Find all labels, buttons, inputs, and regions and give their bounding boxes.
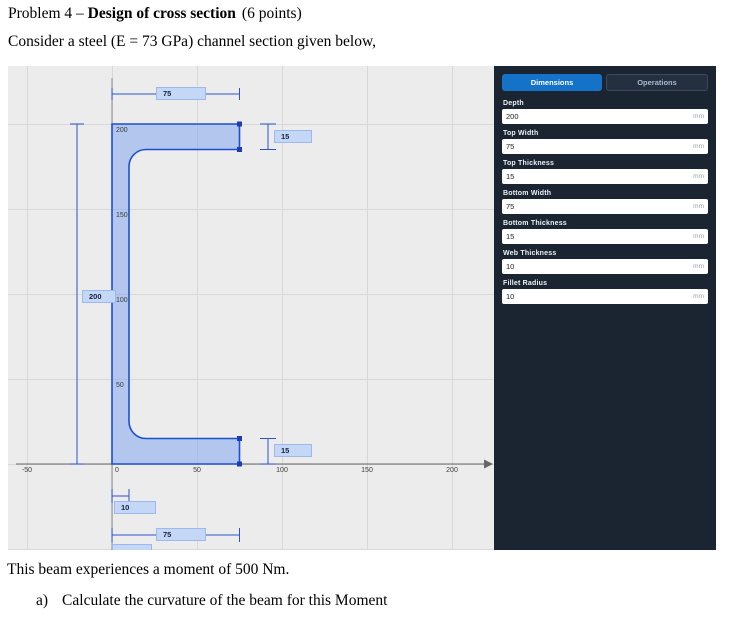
depth-dimension-label[interactable]: 200 xyxy=(82,290,116,303)
top-thickness-input[interactable] xyxy=(502,169,708,184)
depth-field: Depth mm xyxy=(502,100,708,124)
dimension-lines xyxy=(70,88,276,542)
title-points: (6 points) xyxy=(241,5,302,22)
channel-section-shape[interactable] xyxy=(111,123,241,465)
question-a: a) Calculate the curvature of the beam fo… xyxy=(36,592,387,610)
question-a-text: Calculate the curvature of the beam for … xyxy=(62,592,388,609)
title-prefix: Problem 4 – xyxy=(8,5,88,22)
question-a-marker: a) xyxy=(36,592,49,609)
x-axis-tick-label: 150 xyxy=(361,467,373,474)
y-axis-tick-label: 50 xyxy=(116,382,124,389)
top-thickness-field: Top Thickness mm xyxy=(502,160,708,184)
bottom-width-label: Bottom Width xyxy=(503,190,552,197)
cad-drawing xyxy=(16,78,493,550)
panel-tabs: Dimensions Operations xyxy=(502,74,708,91)
x-axis-tick-label: -50 xyxy=(21,467,33,474)
bottom-thickness-label: Bottom Thickness xyxy=(503,220,567,227)
tab-operations[interactable]: Operations xyxy=(606,74,708,91)
tab-dimensions[interactable]: Dimensions xyxy=(502,74,602,91)
depth-input[interactable] xyxy=(502,109,708,124)
fillet-radius-input[interactable] xyxy=(502,289,708,304)
top-width-field: Top Width mm xyxy=(502,130,708,154)
top-width-dimension-label[interactable]: 75 xyxy=(156,87,206,100)
web-thickness-input[interactable] xyxy=(502,259,708,274)
properties-panel: Dimensions Operations Depth mm Top Width… xyxy=(494,66,716,550)
vertex-handle[interactable] xyxy=(237,147,242,152)
y-axis-tick-label: 100 xyxy=(116,297,128,304)
y-axis-tick-label: 150 xyxy=(116,212,128,219)
x-axis-tick-label: 50 xyxy=(193,467,201,474)
bottom-width-input[interactable] xyxy=(502,199,708,214)
vertex-handle[interactable] xyxy=(237,436,242,441)
vertex-handle[interactable] xyxy=(237,121,242,127)
x-axis-arrow-icon xyxy=(484,459,493,469)
fillet-radius-field: Fillet Radius mm xyxy=(502,280,708,304)
bottom-width-field: Bottom Width mm xyxy=(502,190,708,214)
intro-text: Consider a steel (E = 73 GPa) channel se… xyxy=(8,33,377,50)
top-width-label: Top Width xyxy=(503,130,539,137)
web-thickness-dimension-label[interactable]: 10 xyxy=(114,501,156,514)
x-axis-tick-label: 200 xyxy=(446,467,458,474)
bottom-thickness-field: Bottom Thickness mm xyxy=(502,220,708,244)
y-axis-tick-label: 200 xyxy=(116,127,128,134)
bottom-width-dimension-label[interactable]: 75 xyxy=(156,528,206,541)
x-axis-tick-label: 100 xyxy=(276,467,288,474)
vertex-handle[interactable] xyxy=(237,461,242,467)
web-thickness-label: Web Thickness xyxy=(503,250,557,257)
figure: 75 200 15 15 10 75 -50 0 50 100 150 200 … xyxy=(8,66,716,550)
title-bold: Design of cross section xyxy=(87,5,236,22)
page-title: Problem 4 – Design of cross section (6 po… xyxy=(8,5,302,23)
web-thickness-field: Web Thickness mm xyxy=(502,250,708,274)
depth-label: Depth xyxy=(503,100,524,107)
top-thickness-dimension-label[interactable]: 15 xyxy=(274,130,312,143)
fillet-radius-label: Fillet Radius xyxy=(503,280,548,287)
bottom-thickness-dimension-label[interactable]: 15 xyxy=(274,444,312,457)
bottom-thickness-input[interactable] xyxy=(502,229,708,244)
x-axis-tick-label: 0 xyxy=(115,467,119,474)
cad-canvas[interactable]: 75 200 15 15 10 75 -50 0 50 100 150 200 … xyxy=(8,66,494,550)
top-thickness-label: Top Thickness xyxy=(503,160,555,167)
top-width-input[interactable] xyxy=(502,139,708,154)
clipped-dimension-label[interactable] xyxy=(112,544,152,550)
moment-text: This beam experiences a moment of 500 Nm… xyxy=(7,561,290,578)
